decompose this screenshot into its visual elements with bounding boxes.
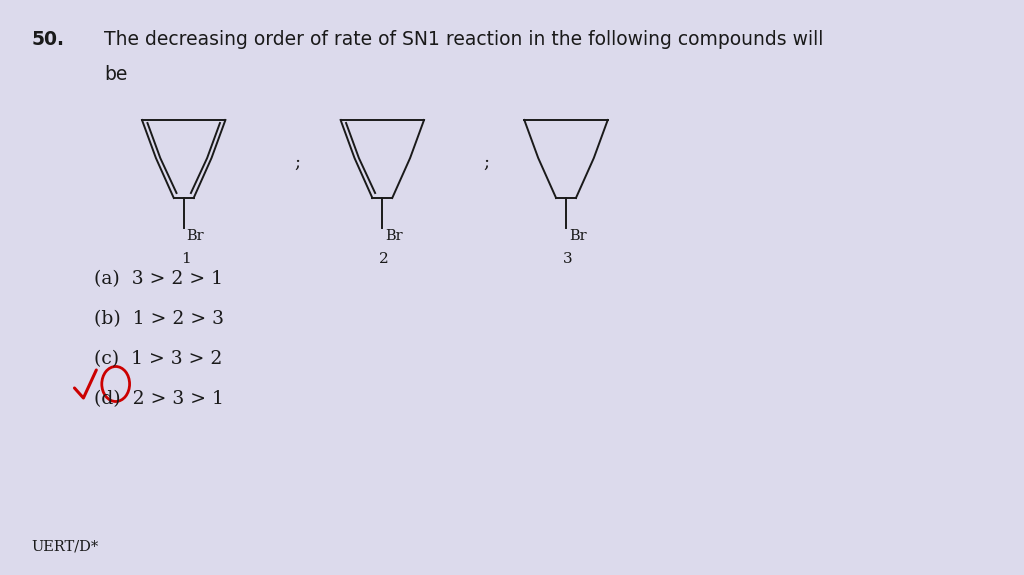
Text: (b)  1 > 2 > 3: (b) 1 > 2 > 3 — [94, 310, 224, 328]
Text: 2: 2 — [379, 252, 389, 266]
Text: 1: 1 — [180, 252, 190, 266]
Text: The decreasing order of rate of SN1 reaction in the following compounds will: The decreasing order of rate of SN1 reac… — [104, 30, 823, 49]
Text: ;: ; — [483, 154, 489, 172]
Text: (a)  3 > 2 > 1: (a) 3 > 2 > 1 — [94, 270, 223, 288]
Text: (c)  1 > 3 > 2: (c) 1 > 3 > 2 — [94, 350, 222, 368]
Text: Br: Br — [385, 229, 402, 243]
Text: UERT/D*: UERT/D* — [32, 539, 99, 553]
Text: Br: Br — [186, 229, 205, 243]
Text: be: be — [104, 65, 128, 84]
Text: (d)  2 > 3 > 1: (d) 2 > 3 > 1 — [94, 390, 224, 408]
Text: 3: 3 — [563, 252, 572, 266]
Text: Br: Br — [569, 229, 587, 243]
Text: 50.: 50. — [32, 30, 65, 49]
Text: ;: ; — [295, 154, 301, 172]
